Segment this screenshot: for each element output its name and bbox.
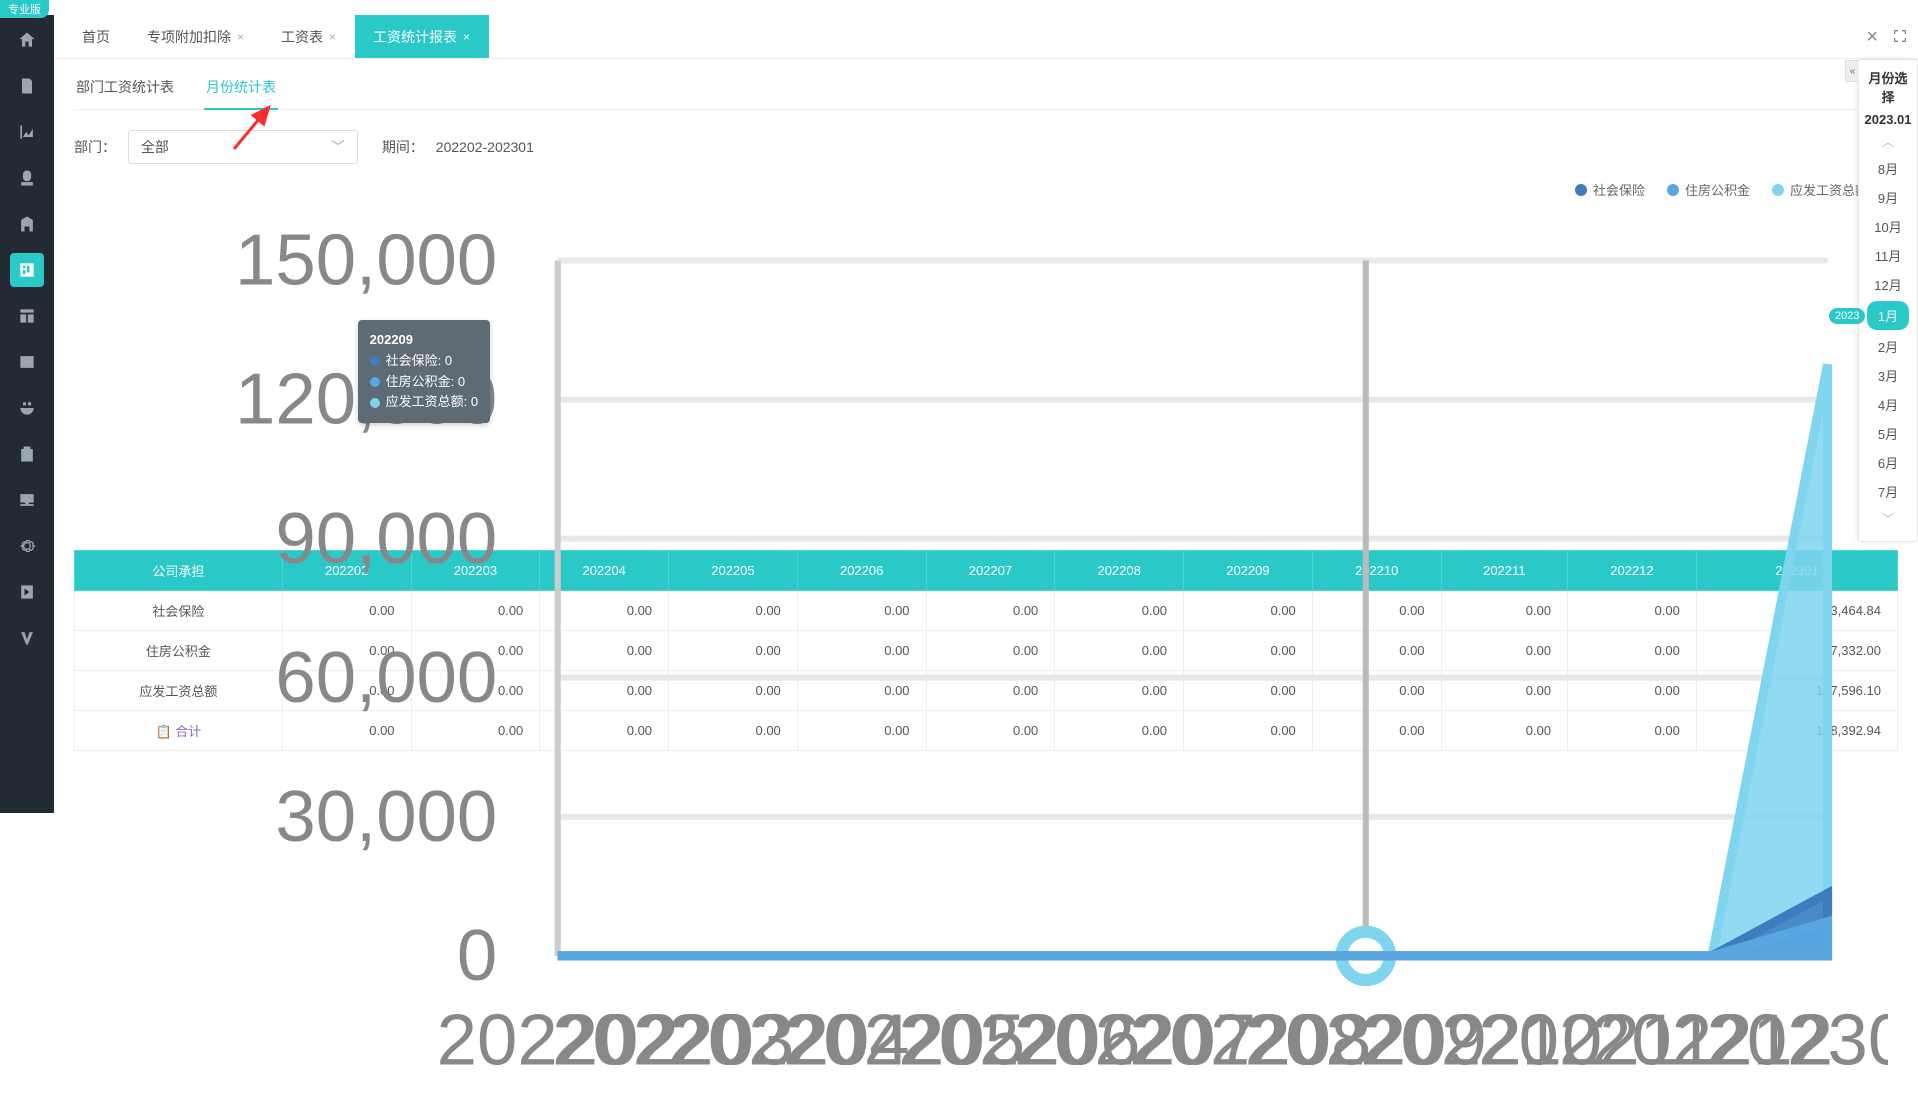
page-tabs: 首页专项附加扣除×工资表×工资统计报表× × xyxy=(54,15,1918,59)
month-option[interactable]: 5月 xyxy=(1859,419,1917,448)
month-option[interactable]: 2月 xyxy=(1859,332,1917,361)
chevron-down-icon: ﹀ xyxy=(331,137,345,157)
building-icon[interactable] xyxy=(16,213,38,235)
clipboard-icon[interactable] xyxy=(16,443,38,465)
template-icon[interactable] xyxy=(16,305,38,327)
month-option[interactable]: 9月 xyxy=(1859,183,1917,212)
month-option[interactable]: 6月 xyxy=(1859,448,1917,477)
month-option[interactable]: 8月 xyxy=(1859,154,1917,183)
svg-text:90,000: 90,000 xyxy=(275,498,497,579)
tab-工资表[interactable]: 工资表× xyxy=(263,15,355,58)
subtab-部门工资统计表[interactable]: 部门工资统计表 xyxy=(74,69,176,109)
fullscreen-icon[interactable] xyxy=(1892,28,1908,47)
close-all-icon[interactable]: × xyxy=(1866,26,1878,49)
legend-item[interactable]: 住房公积金 xyxy=(1667,180,1750,199)
tab-close-icon[interactable]: × xyxy=(237,30,244,44)
image-icon[interactable] xyxy=(16,351,38,373)
chart-legend: 社会保险 住房公积金 应发工资总额 xyxy=(1575,180,1868,199)
v-icon[interactable] xyxy=(16,627,38,649)
legend-item[interactable]: 社会保险 xyxy=(1575,180,1645,199)
month-up-icon[interactable]: ︿ xyxy=(1859,129,1917,154)
month-option[interactable]: 10月 xyxy=(1859,212,1917,241)
svg-text:60,000: 60,000 xyxy=(275,637,497,718)
month-panel-year: 2023.01 xyxy=(1859,110,1917,129)
svg-text:0: 0 xyxy=(457,915,497,996)
svg-text:150,000: 150,000 xyxy=(235,220,497,301)
month-option-selected[interactable]: 20231月 xyxy=(1867,301,1909,330)
month-option[interactable]: 7月 xyxy=(1859,477,1917,506)
gear-icon[interactable] xyxy=(16,535,38,557)
edition-badge: 专业版 xyxy=(0,0,49,18)
play-icon[interactable] xyxy=(16,581,38,603)
report-icon[interactable] xyxy=(10,253,44,287)
period-label: 期间： xyxy=(382,139,424,155)
month-down-icon[interactable]: ﹀ xyxy=(1859,506,1917,531)
filter-row: 部门： 全部 ﹀ 期间： 202202-202301 xyxy=(74,130,1898,164)
legend-item[interactable]: 应发工资总额 xyxy=(1772,180,1868,199)
month-option[interactable]: 4月 xyxy=(1859,390,1917,419)
money-icon[interactable] xyxy=(16,167,38,189)
salary-chart[interactable]: 030,00060,00090,000120,000150,0002022022… xyxy=(74,200,1888,1107)
month-option[interactable]: 12月 xyxy=(1859,270,1917,299)
year-badge: 2023 xyxy=(1829,308,1865,324)
dept-label: 部门： xyxy=(74,139,116,155)
month-option[interactable]: 11月 xyxy=(1859,241,1917,270)
home-icon[interactable] xyxy=(16,29,38,51)
month-option[interactable]: 3月 xyxy=(1859,361,1917,390)
left-nav xyxy=(0,15,54,813)
month-panel-title: 月份选择 xyxy=(1859,68,1917,110)
dept-select-value: 全部 xyxy=(141,137,169,157)
tab-专项附加扣除[interactable]: 专项附加扣除× xyxy=(129,15,263,58)
tab-close-icon[interactable]: × xyxy=(329,30,336,44)
month-picker-panel: « 月份选择 2023.01 ︿ 8月9月10月11月12月20231月2月3月… xyxy=(1858,59,1918,542)
tab-close-icon[interactable]: × xyxy=(463,30,470,44)
tab-首页[interactable]: 首页 xyxy=(64,15,129,58)
dept-select[interactable]: 全部 ﹀ xyxy=(128,130,358,164)
svg-text:120,000: 120,000 xyxy=(235,359,497,440)
panel-collapse-icon[interactable]: « xyxy=(1845,60,1859,82)
bowl-icon[interactable] xyxy=(16,397,38,419)
tab-工资统计报表[interactable]: 工资统计报表× xyxy=(355,15,489,58)
subtab-月份统计表[interactable]: 月份统计表 xyxy=(204,69,278,109)
chart-icon[interactable] xyxy=(16,121,38,143)
svg-text:202301: 202301 xyxy=(1706,1000,1888,1081)
doc-icon[interactable] xyxy=(16,75,38,97)
inbox-icon[interactable] xyxy=(16,489,38,511)
svg-text:30,000: 30,000 xyxy=(275,776,497,857)
sub-tabs: 部门工资统计表月份统计表刷新 xyxy=(74,69,1898,110)
chart-area: 社会保险住房公积金应发工资总额 030,00060,00090,000120,0… xyxy=(74,180,1898,540)
period-value: 202202-202301 xyxy=(436,139,534,155)
